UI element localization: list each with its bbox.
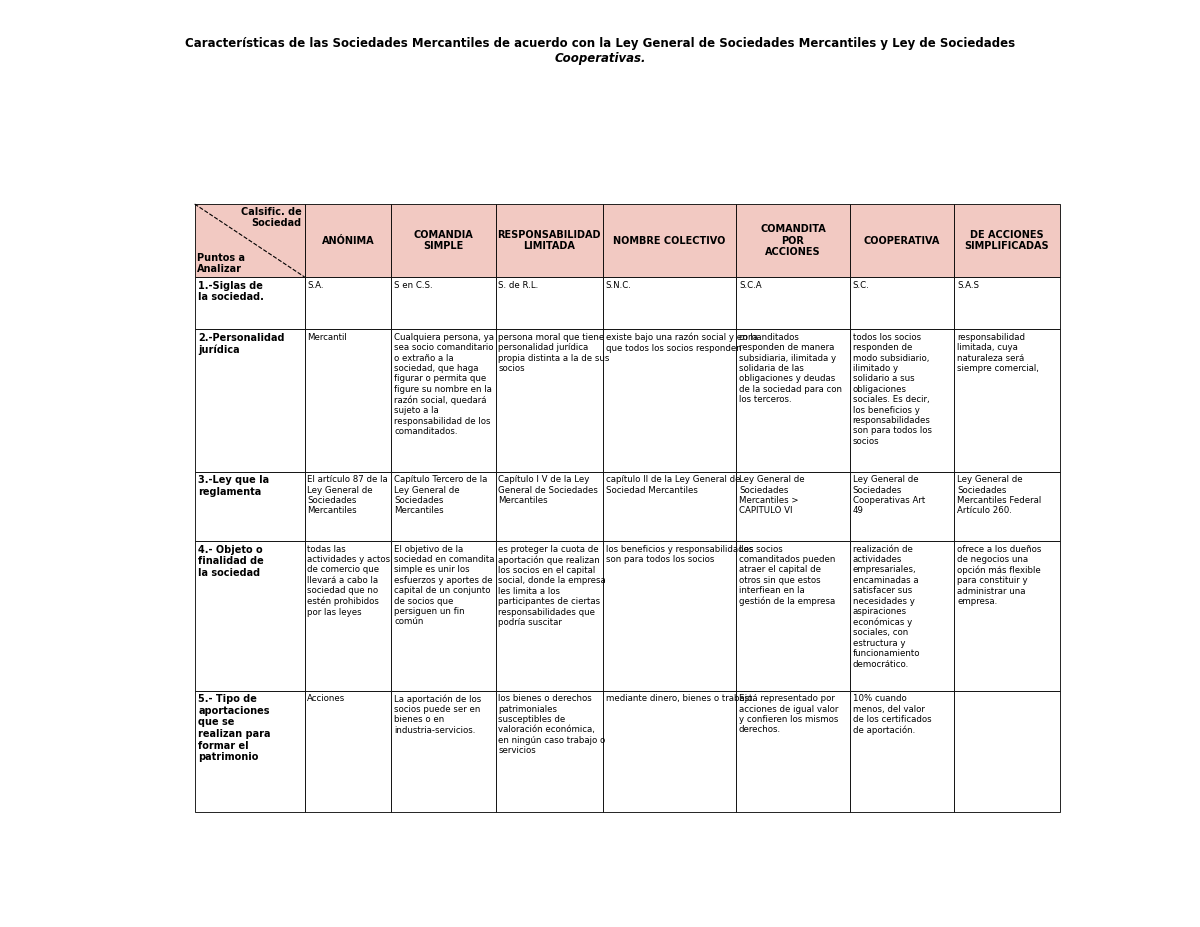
Bar bbox=[850, 204, 954, 277]
Text: Acciones: Acciones bbox=[307, 694, 346, 703]
Text: existe bajo una razón social y en la
que todos los socios responden: existe bajo una razón social y en la que… bbox=[606, 333, 757, 352]
Text: S.N.C.: S.N.C. bbox=[606, 281, 631, 289]
Text: S en C.S.: S en C.S. bbox=[394, 281, 433, 289]
Text: 1.-Siglas de
la sociedad.: 1.-Siglas de la sociedad. bbox=[198, 281, 264, 302]
Text: RESPONSABILIDAD
LIMITADA: RESPONSABILIDAD LIMITADA bbox=[498, 230, 601, 251]
Bar bbox=[954, 329, 1060, 472]
Bar bbox=[736, 691, 850, 812]
Text: 5.- Tipo de
aportaciones
que se
realizan para
formar el
patrimonio: 5.- Tipo de aportaciones que se realizan… bbox=[198, 694, 271, 762]
Text: los bienes o derechos
patrimoniales
susceptibles de
valoración económica,
en nin: los bienes o derechos patrimoniales susc… bbox=[498, 694, 606, 756]
Bar bbox=[194, 541, 305, 691]
Bar bbox=[954, 472, 1060, 541]
Bar bbox=[194, 691, 305, 812]
Bar bbox=[602, 277, 736, 329]
Text: Ley General de
Sociedades
Cooperativas Art
49: Ley General de Sociedades Cooperativas A… bbox=[853, 476, 925, 515]
Bar bbox=[496, 541, 602, 691]
Text: todos los socios
responden de
modo subsidiario,
ilimitado y
solidario a sus
obli: todos los socios responden de modo subsi… bbox=[853, 333, 931, 446]
Bar bbox=[736, 329, 850, 472]
Bar bbox=[736, 277, 850, 329]
Text: Calsific. de
Sociedad: Calsific. de Sociedad bbox=[241, 207, 302, 228]
Text: Mercantil: Mercantil bbox=[307, 333, 347, 342]
Text: S.C.A: S.C.A bbox=[739, 281, 762, 289]
Bar bbox=[736, 472, 850, 541]
Bar bbox=[496, 329, 602, 472]
Text: Capítulo Tercero de la
Ley General de
Sociedades
Mercantiles: Capítulo Tercero de la Ley General de So… bbox=[394, 476, 487, 515]
Text: Cooperativas.: Cooperativas. bbox=[554, 52, 646, 65]
Bar bbox=[305, 472, 391, 541]
Bar bbox=[305, 691, 391, 812]
Text: Cualquiera persona, ya
sea socio comanditario
o extraño a la
sociedad, que haga
: Cualquiera persona, ya sea socio comandi… bbox=[394, 333, 494, 436]
Bar bbox=[602, 541, 736, 691]
Bar bbox=[850, 329, 954, 472]
Text: 4.- Objeto o
finalidad de
la sociedad: 4.- Objeto o finalidad de la sociedad bbox=[198, 545, 264, 578]
Text: ANÓNIMA: ANÓNIMA bbox=[322, 235, 374, 246]
Text: S. de R.L.: S. de R.L. bbox=[498, 281, 539, 289]
Text: comanditados
responden de manera
subsidiaria, ilimitada y
solidaria de las
oblig: comanditados responden de manera subsidi… bbox=[739, 333, 842, 404]
Bar bbox=[496, 204, 602, 277]
Text: NOMBRE COLECTIVO: NOMBRE COLECTIVO bbox=[613, 235, 726, 246]
Text: Los socios
comanditados pueden
atraer el capital de
otros sin que estos
interfie: Los socios comanditados pueden atraer el… bbox=[739, 545, 835, 606]
Text: Ley General de
Sociedades
Mercantiles >
CAPITULO VI: Ley General de Sociedades Mercantiles > … bbox=[739, 476, 804, 515]
Text: mediante dinero, bienes o trabajo.: mediante dinero, bienes o trabajo. bbox=[606, 694, 755, 703]
Bar bbox=[391, 329, 496, 472]
Bar bbox=[496, 472, 602, 541]
Bar bbox=[850, 691, 954, 812]
Bar bbox=[736, 541, 850, 691]
Bar bbox=[850, 277, 954, 329]
Bar bbox=[391, 472, 496, 541]
Bar bbox=[954, 204, 1060, 277]
Text: 3.-Ley que la
reglamenta: 3.-Ley que la reglamenta bbox=[198, 476, 270, 497]
Bar bbox=[954, 541, 1060, 691]
Text: realización de
actividades
empresariales,
encaminadas a
satisfacer sus
necesidad: realización de actividades empresariales… bbox=[853, 545, 920, 668]
Text: capítulo II de la Ley General de
Sociedad Mercantiles: capítulo II de la Ley General de Socieda… bbox=[606, 476, 740, 495]
Bar bbox=[194, 472, 305, 541]
Bar bbox=[954, 277, 1060, 329]
Text: Características de las Sociedades Mercantiles de acuerdo con la Ley General de S: Características de las Sociedades Mercan… bbox=[185, 37, 1015, 50]
Bar bbox=[496, 277, 602, 329]
Bar bbox=[496, 691, 602, 812]
Text: persona moral que tiene
personalidad jurídica
propia distinta a la de sus
socios: persona moral que tiene personalidad jur… bbox=[498, 333, 610, 373]
Bar bbox=[391, 204, 496, 277]
Bar bbox=[194, 277, 305, 329]
Bar bbox=[305, 541, 391, 691]
Text: Ley General de
Sociedades
Mercantiles Federal
Artículo 260.: Ley General de Sociedades Mercantiles Fe… bbox=[958, 476, 1042, 515]
Text: DE ACCIONES
SIMPLIFICADAS: DE ACCIONES SIMPLIFICADAS bbox=[965, 230, 1049, 251]
Text: 10% cuando
menos, del valor
de los certificados
de aportación.: 10% cuando menos, del valor de los certi… bbox=[853, 694, 931, 735]
Text: COMANDITA
POR
ACCIONES: COMANDITA POR ACCIONES bbox=[760, 224, 826, 257]
Bar bbox=[391, 541, 496, 691]
Text: los beneficios y responsabilidades
son para todos los socios: los beneficios y responsabilidades son p… bbox=[606, 545, 754, 565]
Text: S.A.: S.A. bbox=[307, 281, 324, 289]
Bar bbox=[305, 277, 391, 329]
Text: Capítulo I V de la Ley
General de Sociedades
Mercantiles: Capítulo I V de la Ley General de Socied… bbox=[498, 476, 599, 505]
Bar bbox=[602, 329, 736, 472]
Text: COMANDIA
SIMPLE: COMANDIA SIMPLE bbox=[414, 230, 473, 251]
Bar bbox=[391, 691, 496, 812]
Bar bbox=[305, 329, 391, 472]
Text: COOPERATIVA: COOPERATIVA bbox=[864, 235, 941, 246]
Bar bbox=[602, 204, 736, 277]
Text: es proteger la cuota de
aportación que realizan
los socios en el capital
social,: es proteger la cuota de aportación que r… bbox=[498, 545, 606, 627]
Bar bbox=[850, 472, 954, 541]
Text: Puntos a
Analizar: Puntos a Analizar bbox=[198, 252, 246, 274]
Text: S.C.: S.C. bbox=[853, 281, 869, 289]
Text: El artículo 87 de la
Ley General de
Sociedades
Mercantiles: El artículo 87 de la Ley General de Soci… bbox=[307, 476, 388, 515]
Text: La aportación de los
socios puede ser en
bienes o en
industria-servicios.: La aportación de los socios puede ser en… bbox=[394, 694, 481, 735]
Bar bbox=[194, 329, 305, 472]
Bar bbox=[194, 204, 305, 277]
Text: Está representado por
acciones de igual valor
y confieren los mismos
derechos.: Está representado por acciones de igual … bbox=[739, 694, 839, 734]
Bar bbox=[850, 541, 954, 691]
Bar bbox=[391, 277, 496, 329]
Text: S.A.S: S.A.S bbox=[958, 281, 979, 289]
Text: 2.-Personalidad
jurídica: 2.-Personalidad jurídica bbox=[198, 333, 284, 355]
Bar bbox=[602, 691, 736, 812]
Bar bbox=[305, 204, 391, 277]
Text: ofrece a los dueños
de negocios una
opción más flexible
para constituir y
admini: ofrece a los dueños de negocios una opci… bbox=[958, 545, 1042, 606]
Text: responsabilidad
limitada, cuya
naturaleza será
siempre comercial,: responsabilidad limitada, cuya naturalez… bbox=[958, 333, 1039, 373]
Text: todas las
actividades y actos
de comercio que
llevará a cabo la
sociedad que no
: todas las actividades y actos de comerci… bbox=[307, 545, 390, 616]
Bar bbox=[954, 691, 1060, 812]
Bar bbox=[602, 472, 736, 541]
Bar bbox=[736, 204, 850, 277]
Text: El objetivo de la
sociedad en comandita
simple es unir los
esfuerzos y aportes d: El objetivo de la sociedad en comandita … bbox=[394, 545, 494, 627]
